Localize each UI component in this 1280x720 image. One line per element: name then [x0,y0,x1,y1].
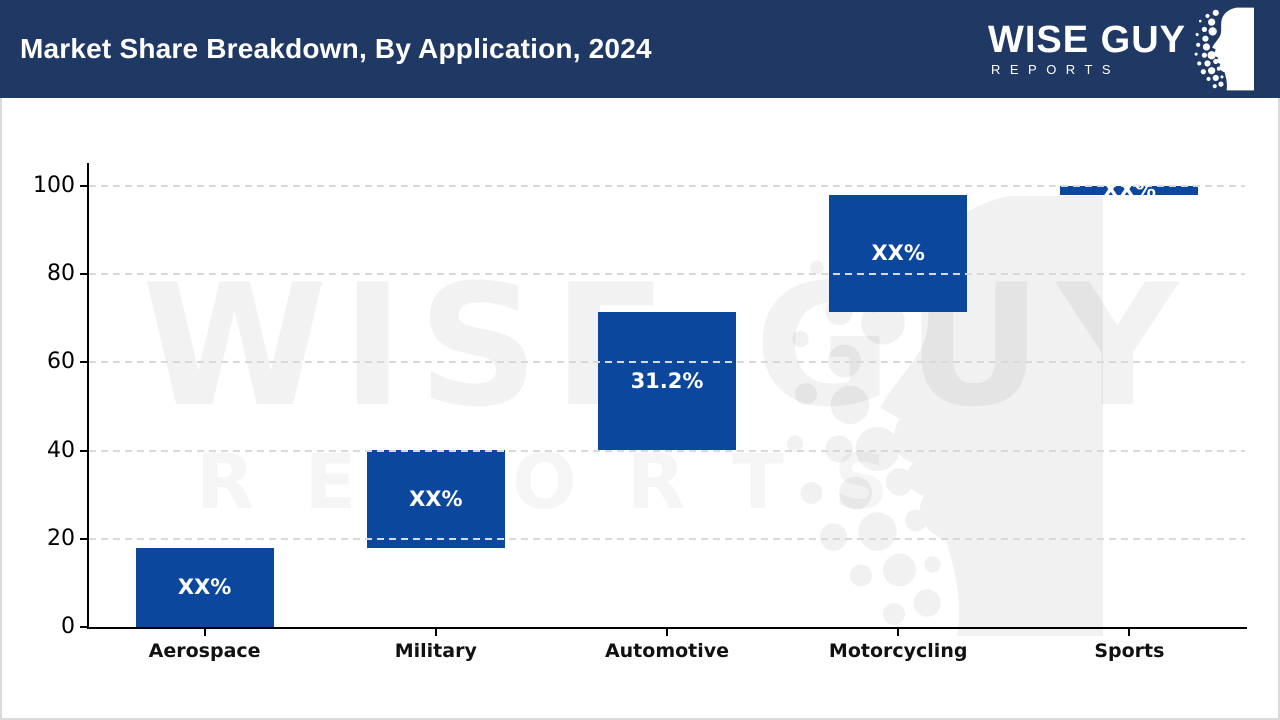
x-category-label: Military [394,640,477,662]
brand-name: WISE GUY [987,19,1186,61]
y-tick-mark [80,449,89,452]
x-axis-line [87,627,1247,629]
brand-text: WISE GUY REPORTS [988,21,1186,77]
gridline [89,184,1245,187]
brand-logo: WISE GUY REPORTS [988,7,1254,91]
bar [598,311,736,450]
bar [829,194,968,312]
bar [1060,185,1199,195]
x-tick-mark [666,629,668,636]
x-category-label: Sports [1094,640,1165,662]
y-tick-label: 100 [33,172,75,198]
bar [135,547,274,627]
y-tick-mark [80,184,89,187]
y-tick-label: 60 [47,349,75,375]
y-tick-label: 40 [47,437,75,463]
y-tick-mark [80,626,89,628]
x-category-label: Motorcycling [828,640,968,662]
gridline [89,361,1245,364]
x-category-label: Automotive [604,640,730,662]
y-axis-line [87,163,89,629]
y-tick-mark [80,273,89,276]
bar-value-label: XX% [1102,178,1157,203]
wiseguy-face-icon [1192,7,1254,91]
brand-subtitle: REPORTS [990,62,1121,77]
x-tick-mark [897,629,900,636]
y-tick-mark [80,537,89,540]
y-tick-label: 80 [47,261,75,287]
header: Market Share Breakdown, By Application, … [0,0,1280,98]
gridline [89,537,1245,540]
watermark-text-line2: REPORTS [196,444,938,520]
y-tick-label: 20 [47,525,75,551]
x-tick-mark [1128,629,1131,636]
y-tick-label: 0 [61,614,75,639]
bar [366,449,505,548]
gridline [89,449,1245,452]
bar-value-label: XX% [871,241,925,266]
page-title: Market Share Breakdown, By Application, … [20,33,652,64]
x-tick-mark [203,629,206,636]
gridline [89,273,1245,276]
y-tick-mark [80,361,89,364]
bar-value-label: XX% [409,486,463,511]
x-category-label: Aerospace [148,640,261,662]
bar-value-label: XX% [177,575,232,600]
bar-value-label: 31.2% [630,368,704,393]
x-tick-mark [434,629,437,636]
